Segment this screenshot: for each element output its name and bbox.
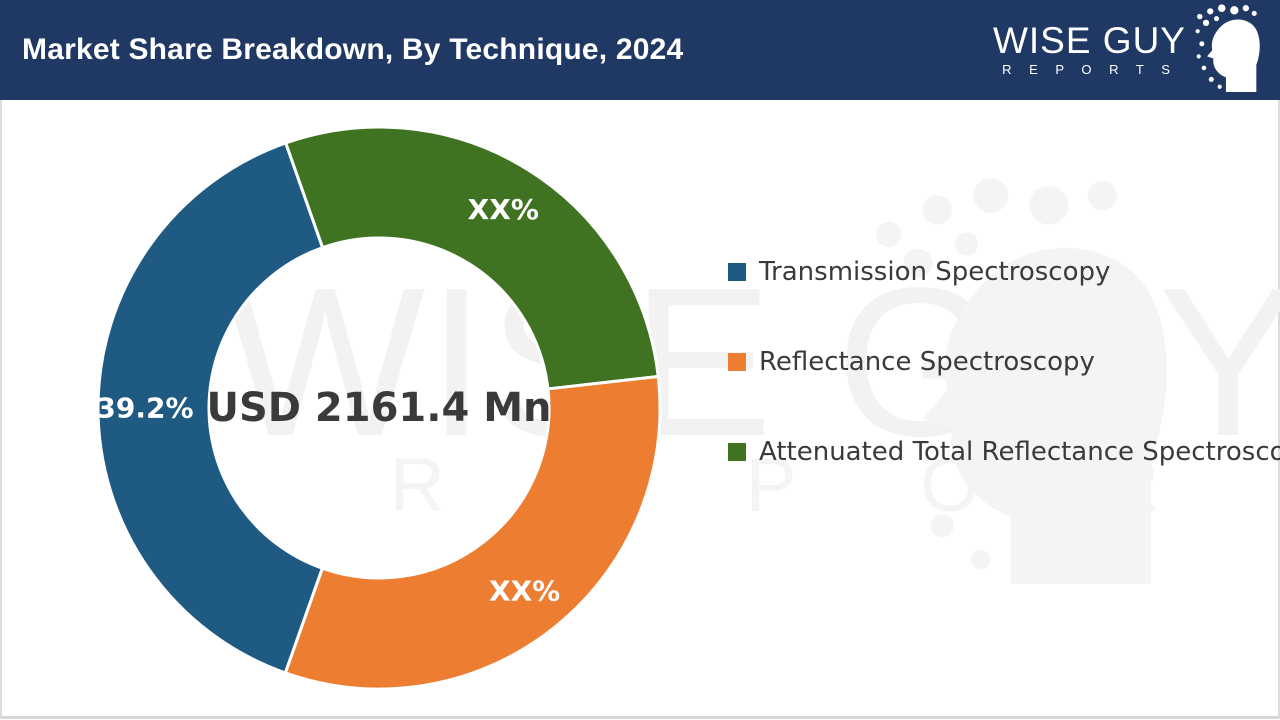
logo-wordmark: WISE GUY [992, 20, 1186, 61]
donut-chart: XX% XX% 39.2% [96, 125, 662, 691]
donut-segment-label: XX% [468, 193, 539, 226]
legend-item-transmission: Transmission Spectroscopy [728, 227, 1280, 317]
legend-swatch-blue [728, 263, 746, 281]
donut-center-value: USD 2161.4 Mn [206, 385, 552, 431]
legend-item-reflectance: Reflectance Spectroscopy [728, 317, 1280, 407]
wise-guy-logo: WISE GUY R E P O R T S [992, 3, 1266, 97]
legend-label: Reflectance Spectroscopy [759, 347, 1095, 377]
donut-segment [96, 141, 325, 675]
legend-label: Attenuated Total Reflectance Spectroscop… [759, 437, 1280, 467]
watermark-face-icon [845, 170, 1185, 595]
legend-label: Transmission Spectroscopy [759, 257, 1111, 287]
donut-segment-label: XX% [489, 575, 560, 608]
legend-swatch-green [728, 443, 746, 461]
donut-segment-label: 39.2% [96, 391, 193, 424]
header-bar: Market Share Breakdown, By Technique, 20… [0, 0, 1280, 100]
chart-legend: Transmission Spectroscopy Reflectance Sp… [728, 227, 1280, 497]
page-title: Market Share Breakdown, By Technique, 20… [22, 33, 684, 66]
logo-subtitle: R E P O R T S [1002, 62, 1177, 77]
legend-swatch-orange [728, 353, 746, 371]
legend-item-attenuated: Attenuated Total Reflectance Spectroscop… [728, 407, 1280, 497]
face-profile-icon [1188, 3, 1266, 97]
donut-segment [284, 125, 660, 391]
donut-segment [283, 374, 662, 691]
